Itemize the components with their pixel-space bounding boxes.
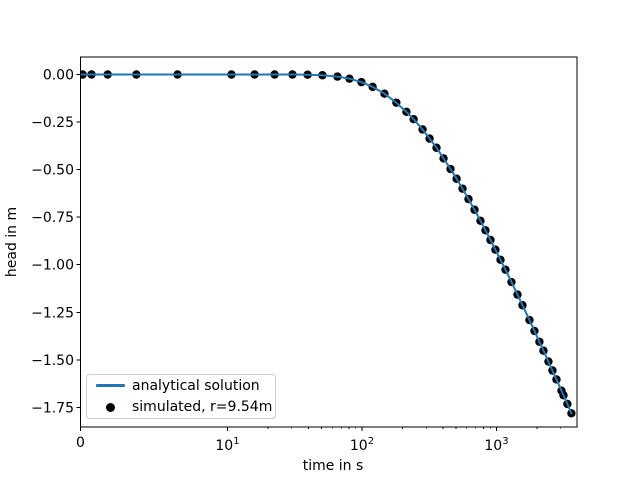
plot-area bbox=[80, 70, 576, 418]
legend-label: simulated, r=9.54m bbox=[132, 399, 273, 416]
x-tick-label: 0 bbox=[76, 435, 85, 451]
y-tick-label: 0.00 bbox=[43, 68, 74, 84]
y-axis-label: head in m bbox=[4, 207, 20, 277]
axis-tick-labels: 0 101 102 103 0.00 −0.25 −0.50 −0.75 −1.00 −1.25 −… bbox=[31, 68, 509, 454]
axes-frame bbox=[80, 56, 578, 428]
legend-label: analytical solution bbox=[132, 377, 260, 394]
x-tick-label: 101 bbox=[215, 436, 239, 454]
legend: analytical solution simulated, r=9.54m bbox=[86, 374, 276, 419]
y-tick-label: −1.75 bbox=[31, 400, 74, 416]
y-tick-label: −0.75 bbox=[31, 210, 74, 226]
y-tick-label: −1.00 bbox=[31, 258, 74, 274]
legend-dot-sample bbox=[96, 402, 125, 412]
y-tick-label: −0.50 bbox=[31, 163, 74, 179]
y-tick-label: −1.25 bbox=[31, 305, 74, 321]
y-tick-label: −1.50 bbox=[31, 353, 74, 369]
legend-entry-simulated: simulated, r=9.54m bbox=[96, 397, 275, 419]
analytical-line bbox=[80, 73, 573, 415]
y-tick-label: −0.25 bbox=[31, 115, 74, 131]
x-axis-label: time in s bbox=[303, 458, 364, 474]
legend-entry-analytical: analytical solution bbox=[96, 375, 275, 397]
legend-line-sample bbox=[96, 384, 125, 388]
x-tick-label: 102 bbox=[350, 436, 374, 454]
x-tick-label: 103 bbox=[484, 436, 508, 454]
